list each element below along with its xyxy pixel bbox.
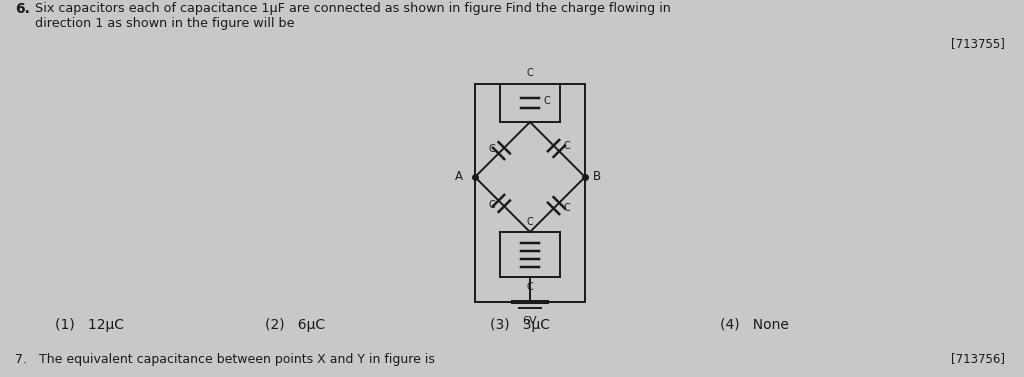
Text: C: C	[526, 217, 534, 227]
Text: (4)   None: (4) None	[720, 318, 788, 332]
Text: C: C	[526, 68, 534, 78]
Text: B: B	[593, 170, 601, 184]
Text: Six capacitors each of capacitance 1μF are connected as shown in figure Find the: Six capacitors each of capacitance 1μF a…	[35, 2, 671, 30]
Text: (1)   12μC: (1) 12μC	[55, 318, 124, 332]
Text: C: C	[488, 201, 495, 210]
Text: [713755]: [713755]	[951, 37, 1005, 50]
Text: C: C	[563, 202, 569, 213]
Text: (2)   6μC: (2) 6μC	[265, 318, 326, 332]
Text: [713756]: [713756]	[951, 352, 1005, 365]
Text: C: C	[563, 141, 569, 152]
Text: C: C	[543, 96, 550, 106]
Text: C: C	[488, 144, 495, 153]
Text: 6.: 6.	[15, 2, 30, 16]
Text: A: A	[455, 170, 463, 184]
Text: 6V: 6V	[522, 316, 538, 326]
Text: 7.   The equivalent capacitance between points X and Y in figure is: 7. The equivalent capacitance between po…	[15, 352, 435, 365]
Text: C: C	[526, 282, 534, 292]
Text: (3)   3μC: (3) 3μC	[490, 318, 550, 332]
